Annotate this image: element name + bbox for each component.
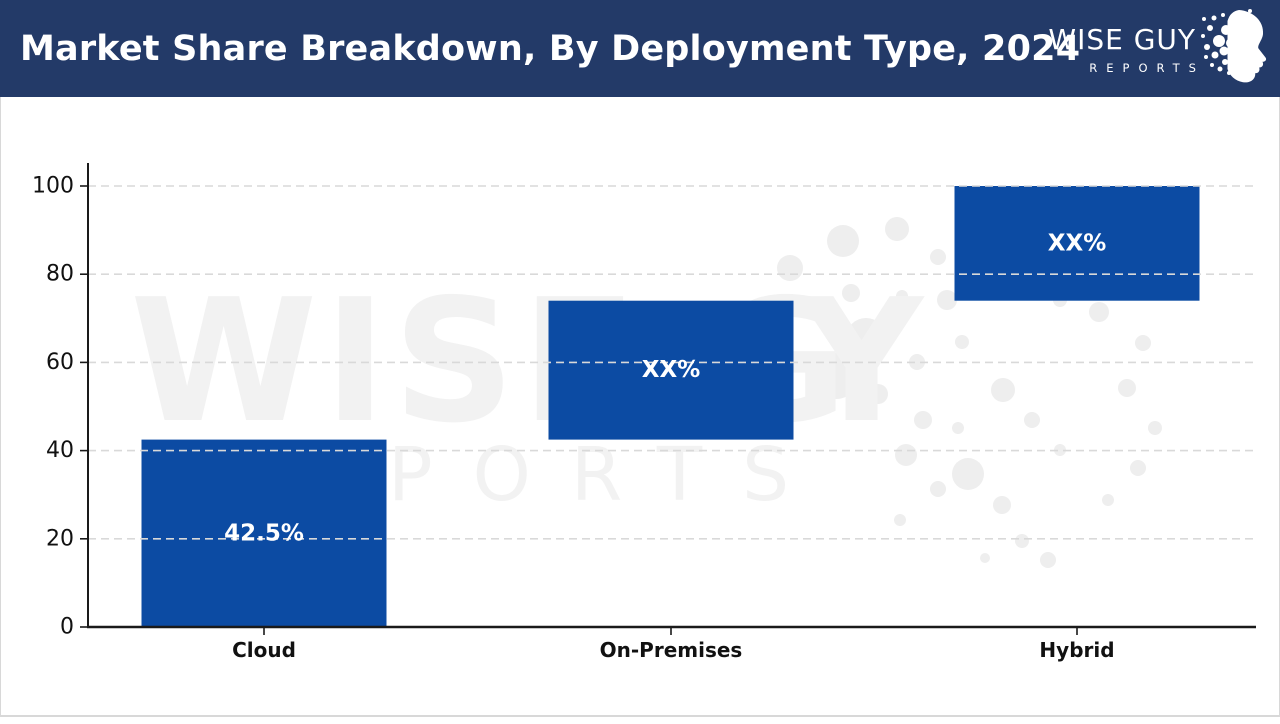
header-bar: Market Share Breakdown, By Deployment Ty… (0, 0, 1280, 97)
y-tick-label: 60 (46, 350, 74, 375)
logo-brand-name: WISE GUY (1048, 23, 1196, 56)
y-tick-label: 80 (46, 262, 74, 287)
logo-brand-subtitle: REPORTS (1089, 61, 1205, 75)
x-category-label: On-Premises (600, 638, 743, 662)
y-tick-label: 40 (46, 438, 74, 463)
y-tick-label: 100 (32, 174, 74, 199)
y-tick-label: 0 (60, 615, 74, 640)
wise-guy-reports-logo: WISE GUY REPORTS (1048, 7, 1270, 89)
bar-Cloud (141, 439, 387, 627)
x-category-label: Hybrid (1039, 638, 1114, 662)
bar-value-label: 42.5% (224, 520, 304, 546)
frame-border-bottom (0, 715, 1280, 717)
face-profile-logo-icon (1201, 9, 1267, 83)
y-tick-label: 20 (46, 526, 74, 551)
x-category-label: Cloud (232, 638, 296, 662)
bar-On-Premises (548, 300, 794, 440)
bar-Hybrid (954, 186, 1200, 301)
frame-border-left (0, 97, 1, 716)
logo-text-block: WISE GUY REPORTS (1048, 23, 1196, 75)
bar-value-label: XX% (642, 357, 701, 383)
bar-value-label: XX% (1048, 230, 1107, 256)
page-title: Market Share Breakdown, By Deployment Ty… (20, 28, 1081, 69)
